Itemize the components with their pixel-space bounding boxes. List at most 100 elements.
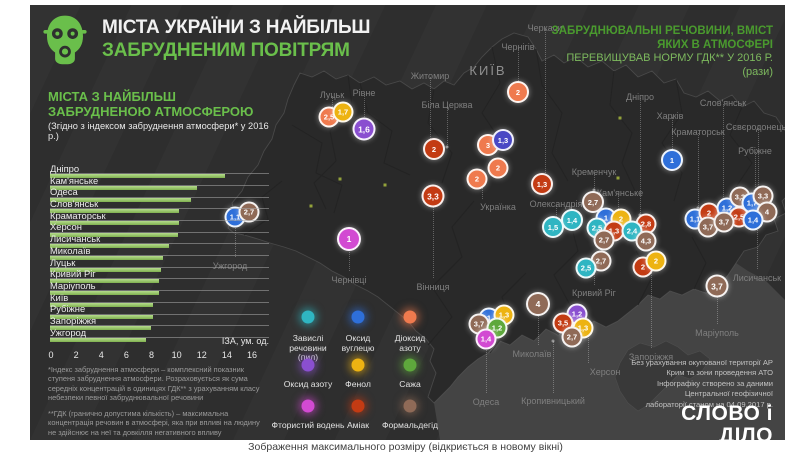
bar-row: Лисичанськ <box>50 234 269 249</box>
city-label-Чернівці: Чернівці <box>331 275 367 285</box>
pollutant-marker: 1,3 <box>492 129 514 151</box>
leader-line <box>349 246 350 271</box>
pollutant-marker: 2 <box>423 138 445 160</box>
bar-row: Кам'янське <box>50 175 269 190</box>
gas-mask-icon <box>43 15 87 65</box>
bar-fill <box>50 302 153 307</box>
legend-dot-fa <box>403 399 417 413</box>
bar-fill <box>50 256 163 261</box>
bar-row: Миколаїв <box>50 244 269 261</box>
bar-city-label: Київ <box>50 291 69 303</box>
city-label-Кременчук: Кременчук <box>571 167 617 177</box>
right-header-strong: ЗАБРУДНЮВАЛЬНІ РЕЧОВИНИ, ВМІСТ ЯКИХ В АТ… <box>551 25 773 51</box>
city-label-Рівне: Рівне <box>352 88 376 98</box>
bar-city-label: Слов'янськ <box>50 198 99 210</box>
legend-dot-no2 <box>403 310 417 324</box>
legend-dot-no <box>301 358 315 372</box>
city-label-Маріуполь: Маріуполь <box>695 328 739 338</box>
bar-row: Херсон <box>50 221 269 237</box>
bar-row: Одеса <box>50 186 269 202</box>
city-label-Луцьк: Луцьк <box>319 90 345 100</box>
legend-label-no2: Діоксид азоту <box>394 333 426 353</box>
leader-line <box>447 106 448 147</box>
leader-line <box>332 96 333 113</box>
bar-fill <box>50 185 197 190</box>
city-label-КИЇВ: КИЇВ <box>469 63 507 78</box>
bar-city-label: Луцьк <box>50 256 76 268</box>
city-label-Рубіжне: Рубіжне <box>738 146 772 156</box>
bar-row: Дніпро <box>50 164 269 179</box>
legend-label-no: Оксид азоту <box>283 379 333 389</box>
bar-city-label: Рубіжне <box>50 303 86 315</box>
bar-city-label: Миколаїв <box>50 244 91 256</box>
bar-city-label: Херсон <box>50 221 82 233</box>
leader-line <box>758 128 759 191</box>
legend-dot-nh3 <box>351 399 365 413</box>
leader-line <box>556 205 557 219</box>
pollutant-marker: 3,3 <box>421 184 445 208</box>
image-caption-link[interactable]: Зображення максимального розміру (відкри… <box>248 441 563 453</box>
leader-line <box>588 333 589 363</box>
legend-label-nh3: Аміак <box>346 420 370 430</box>
city-label-Харків: Харків <box>656 111 684 121</box>
bar-track <box>50 278 269 280</box>
pollutant-marker: 3,7 <box>713 211 735 233</box>
pollutant-marker: 1 <box>337 227 361 251</box>
axis-tick: 2 <box>73 350 79 360</box>
leader-dot <box>551 339 555 343</box>
pollutant-marker: 1,3 <box>531 173 553 195</box>
bar-track <box>50 255 269 257</box>
leader-line <box>755 152 756 191</box>
pollutant-marker: 2,7 <box>238 201 260 223</box>
axis-tick: 14 <box>221 350 232 360</box>
footnotes: *Індекс забруднення атмосфери – комплекс… <box>48 365 266 440</box>
region-mini-dot <box>309 204 313 208</box>
bar-city-label: Ужгород <box>50 326 87 338</box>
city-label-Чернігів: Чернігів <box>501 42 535 52</box>
bar-row: Кривий Ріг <box>50 269 269 284</box>
leader-line <box>594 267 595 285</box>
legend-dot-soot <box>403 358 417 372</box>
infographic: МІСТА УКРАЇНИ З НАЙБІЛЬШ ЗАБРУДНЕНИМ ПОВ… <box>30 5 785 440</box>
city-label-Біла Церква: Біла Церква <box>421 100 473 110</box>
axis-tick: 6 <box>123 350 129 360</box>
axis-tick: 8 <box>148 350 154 360</box>
bar-track <box>50 173 269 175</box>
city-label-Дніпро: Дніпро <box>626 92 654 102</box>
bar-track <box>50 196 269 198</box>
axis-tick: 4 <box>98 350 104 360</box>
bar-track <box>50 231 269 233</box>
bar-fill <box>50 291 160 296</box>
region-mini-dot <box>618 116 622 120</box>
bar-city-label: Запоріжжя <box>50 314 97 326</box>
pollutant-marker: 2 <box>466 168 488 190</box>
leader-line <box>698 133 699 208</box>
footnote-2: **ГДК (гранично допустима кількість) – м… <box>48 409 260 437</box>
bar-city-label: Маріуполь <box>50 279 96 291</box>
chart-title: МІСТА З НАЙБІЛЬШ ЗАБРУДНЕНОЮ АТМОСФЕРОЮ <box>48 89 254 119</box>
bar-track <box>50 336 269 338</box>
bar-fill <box>50 326 151 331</box>
leader-line <box>545 29 546 177</box>
bar-track <box>50 301 269 303</box>
city-label-Олександрія: Олександрія <box>529 199 583 209</box>
city-label-Одеса: Одеса <box>472 397 500 407</box>
legend-label-dust: Завислі речовини (пил) <box>289 333 327 363</box>
leader-dot <box>445 145 449 149</box>
city-label-Кривий Ріг: Кривий Ріг <box>572 288 616 298</box>
bar-city-label: Одеса <box>50 186 78 198</box>
legend-label-hf: Фтористий водень <box>271 420 345 430</box>
leader-line <box>640 98 641 215</box>
leader-line <box>723 104 724 203</box>
city-label-Українка: Українка <box>480 202 516 212</box>
bar-fill <box>50 337 146 342</box>
black-sea-shape <box>434 263 785 440</box>
legend-dot-dust <box>301 310 315 324</box>
x-axis: 0 2 4 6 8 10 12 14 16 <box>48 350 269 360</box>
legend-label-co: Оксид вуглецю <box>341 333 375 353</box>
axis-unit-label: ІЗА, ум. од. <box>221 336 269 346</box>
leader-line <box>618 194 619 211</box>
city-label-Черкаси: Черкаси <box>527 23 563 33</box>
leader-line <box>235 225 236 257</box>
